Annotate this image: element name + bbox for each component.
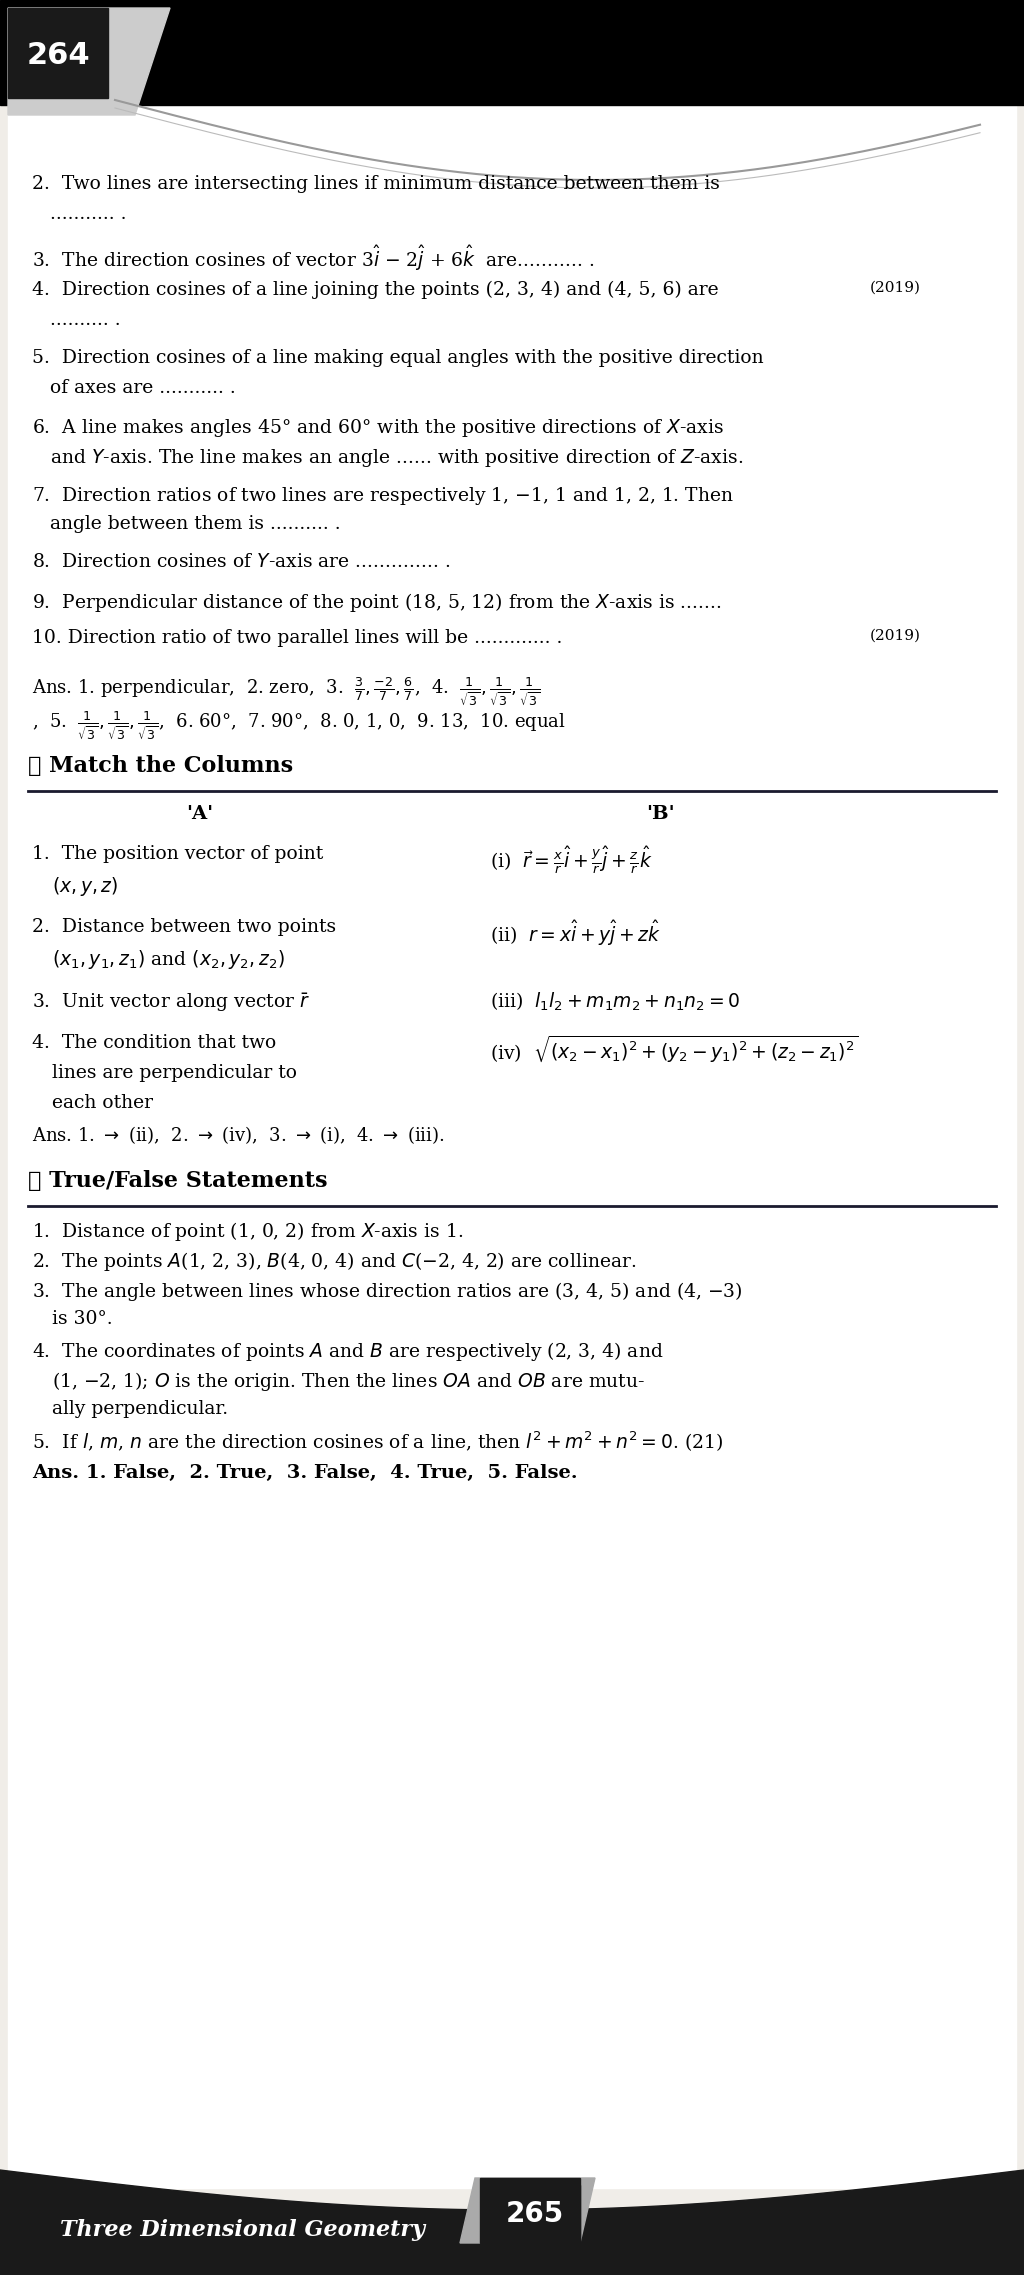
Text: 8.  Direction cosines of $Y$-axis are .............. .: 8. Direction cosines of $Y$-axis are ...…: [32, 553, 451, 571]
Text: 1.  Distance of point (1, 0, 2) from $X$-axis is 1.: 1. Distance of point (1, 0, 2) from $X$-…: [32, 1219, 463, 1242]
Text: 2.  Distance between two points: 2. Distance between two points: [32, 919, 336, 935]
Bar: [480, 2177, 580, 2243]
Text: (2019): (2019): [870, 628, 921, 644]
Text: 'A': 'A': [186, 805, 214, 824]
Text: 4.  Direction cosines of a line joining the points (2, 3, 4) and (4, 5, 6) are: 4. Direction cosines of a line joining t…: [32, 282, 719, 300]
Text: 3.  The angle between lines whose direction ratios are (3, 4, 5) and (4, $-$3): 3. The angle between lines whose directi…: [32, 1281, 742, 1304]
Bar: [8, 9, 108, 98]
Bar: [490, 2184, 580, 2243]
Text: 2.  Two lines are intersecting lines if minimum distance between them is: 2. Two lines are intersecting lines if m…: [32, 175, 720, 193]
Text: angle between them is .......... .: angle between them is .......... .: [50, 514, 341, 532]
Text: 10. Direction ratio of two parallel lines will be ............. .: 10. Direction ratio of two parallel line…: [32, 628, 562, 646]
Text: ☈ Match the Columns: ☈ Match the Columns: [28, 755, 293, 778]
Text: (ii)  $r = x\hat{i} + y\hat{j} + z\hat{k}$: (ii) $r = x\hat{i} + y\hat{j} + z\hat{k}…: [490, 919, 662, 949]
Text: ☈ True/False Statements: ☈ True/False Statements: [28, 1169, 328, 1192]
Text: (i)  $\vec{r} = \frac{x}{r}\hat{i} + \frac{y}{r}\hat{j} + \frac{z}{r}\hat{k}$: (i) $\vec{r} = \frac{x}{r}\hat{i} + \fra…: [490, 844, 652, 876]
Polygon shape: [8, 9, 170, 116]
Text: ally perpendicular.: ally perpendicular.: [52, 1399, 228, 1417]
Text: of axes are ........... .: of axes are ........... .: [50, 380, 236, 398]
Text: ,  5.  $\frac{1}{\sqrt{3}}, \frac{1}{\sqrt{3}}, \frac{1}{\sqrt{3}}$,  6. 60°,  7: , 5. $\frac{1}{\sqrt{3}}, \frac{1}{\sqrt…: [32, 710, 566, 742]
Text: Three Dimensional Geometry: Three Dimensional Geometry: [60, 2218, 425, 2241]
Text: 'B': 'B': [646, 805, 675, 824]
Text: 264: 264: [27, 41, 90, 71]
Text: is 30°.: is 30°.: [52, 1310, 113, 1329]
Text: .......... .: .......... .: [50, 312, 121, 330]
Text: lines are perpendicular to: lines are perpendicular to: [52, 1065, 297, 1083]
Text: and $Y$-axis. The line makes an angle ...... with positive direction of $Z$-axis: and $Y$-axis. The line makes an angle ..…: [50, 446, 743, 469]
Text: 5.  If $l$, $m$, $n$ are the direction cosines of a line, then $l^2 + m^2 + n^2 : 5. If $l$, $m$, $n$ are the direction co…: [32, 1431, 723, 1454]
Text: Pariksha Adhyayan Mathematics : Class 12: Pariksha Adhyayan Mathematics : Class 12: [185, 39, 688, 57]
Text: Ans. 1. False,  2. True,  3. False,  4. True,  5. False.: Ans. 1. False, 2. True, 3. False, 4. Tru…: [32, 1465, 578, 1481]
Polygon shape: [460, 2177, 595, 2243]
Text: 2.  The points $A$(1, 2, 3), $B$(4, 0, 4) and $C$($-$2, 4, 2) are collinear.: 2. The points $A$(1, 2, 3), $B$(4, 0, 4)…: [32, 1249, 637, 1274]
Text: 4.  The coordinates of points $A$ and $B$ are respectively (2, 3, 4) and: 4. The coordinates of points $A$ and $B$…: [32, 1340, 664, 1363]
Text: Ans. 1. perpendicular,  2. zero,  3.  $\frac{3}{7}, \frac{-2}{7}, \frac{6}{7}$, : Ans. 1. perpendicular, 2. zero, 3. $\fra…: [32, 676, 541, 708]
Text: (iv)  $\sqrt{(x_2-x_1)^2 + (y_2-y_1)^2 + (z_2-z_1)^2}$: (iv) $\sqrt{(x_2-x_1)^2 + (y_2-y_1)^2 + …: [490, 1035, 858, 1065]
Text: $(x, y, z)$: $(x, y, z)$: [52, 876, 118, 899]
Text: 4.  The condition that two: 4. The condition that two: [32, 1035, 276, 1051]
Text: each other: each other: [52, 1094, 153, 1112]
Text: 3.  The direction cosines of vector 3$\hat{i}$ $-$ 2$\hat{j}$ + 6$\hat{k}$  are.: 3. The direction cosines of vector 3$\ha…: [32, 243, 594, 273]
Text: 6.  A line makes angles 45° and 60° with the positive directions of $X$-axis: 6. A line makes angles 45° and 60° with …: [32, 416, 724, 439]
Text: 1.  The position vector of point: 1. The position vector of point: [32, 844, 324, 862]
Text: 9.  Perpendicular distance of the point (18, 5, 12) from the $X$-axis is .......: 9. Perpendicular distance of the point (…: [32, 592, 722, 614]
Text: (2019): (2019): [870, 282, 921, 296]
Text: (iii)  $l_1 l_2 + m_1 m_2 + n_1 n_2 = 0$: (iii) $l_1 l_2 + m_1 m_2 + n_1 n_2 = 0$: [490, 992, 740, 1012]
Text: 3.  Unit vector along vector $\bar{r}$: 3. Unit vector along vector $\bar{r}$: [32, 992, 310, 1015]
Text: Ans. 1. $\rightarrow$ (ii),  2. $\rightarrow$ (iv),  3. $\rightarrow$ (i),  4. $: Ans. 1. $\rightarrow$ (ii), 2. $\rightar…: [32, 1124, 444, 1147]
Text: 265: 265: [506, 2200, 564, 2227]
Text: 7.  Direction ratios of two lines are respectively 1, $-$1, 1 and 1, 2, 1. Then: 7. Direction ratios of two lines are res…: [32, 485, 734, 507]
Text: (1, $-$2, 1); $O$ is the origin. Then the lines $OA$ and $OB$ are mutu-: (1, $-$2, 1); $O$ is the origin. Then th…: [52, 1370, 645, 1392]
Text: 5.  Direction cosines of a line making equal angles with the positive direction: 5. Direction cosines of a line making eq…: [32, 348, 764, 366]
Text: $(x_1, y_1, z_1)$ and $(x_2, y_2, z_2)$: $(x_1, y_1, z_1)$ and $(x_2, y_2, z_2)$: [52, 949, 285, 971]
Bar: [0, 0, 1024, 105]
Text: ........... .: ........... .: [50, 205, 127, 223]
